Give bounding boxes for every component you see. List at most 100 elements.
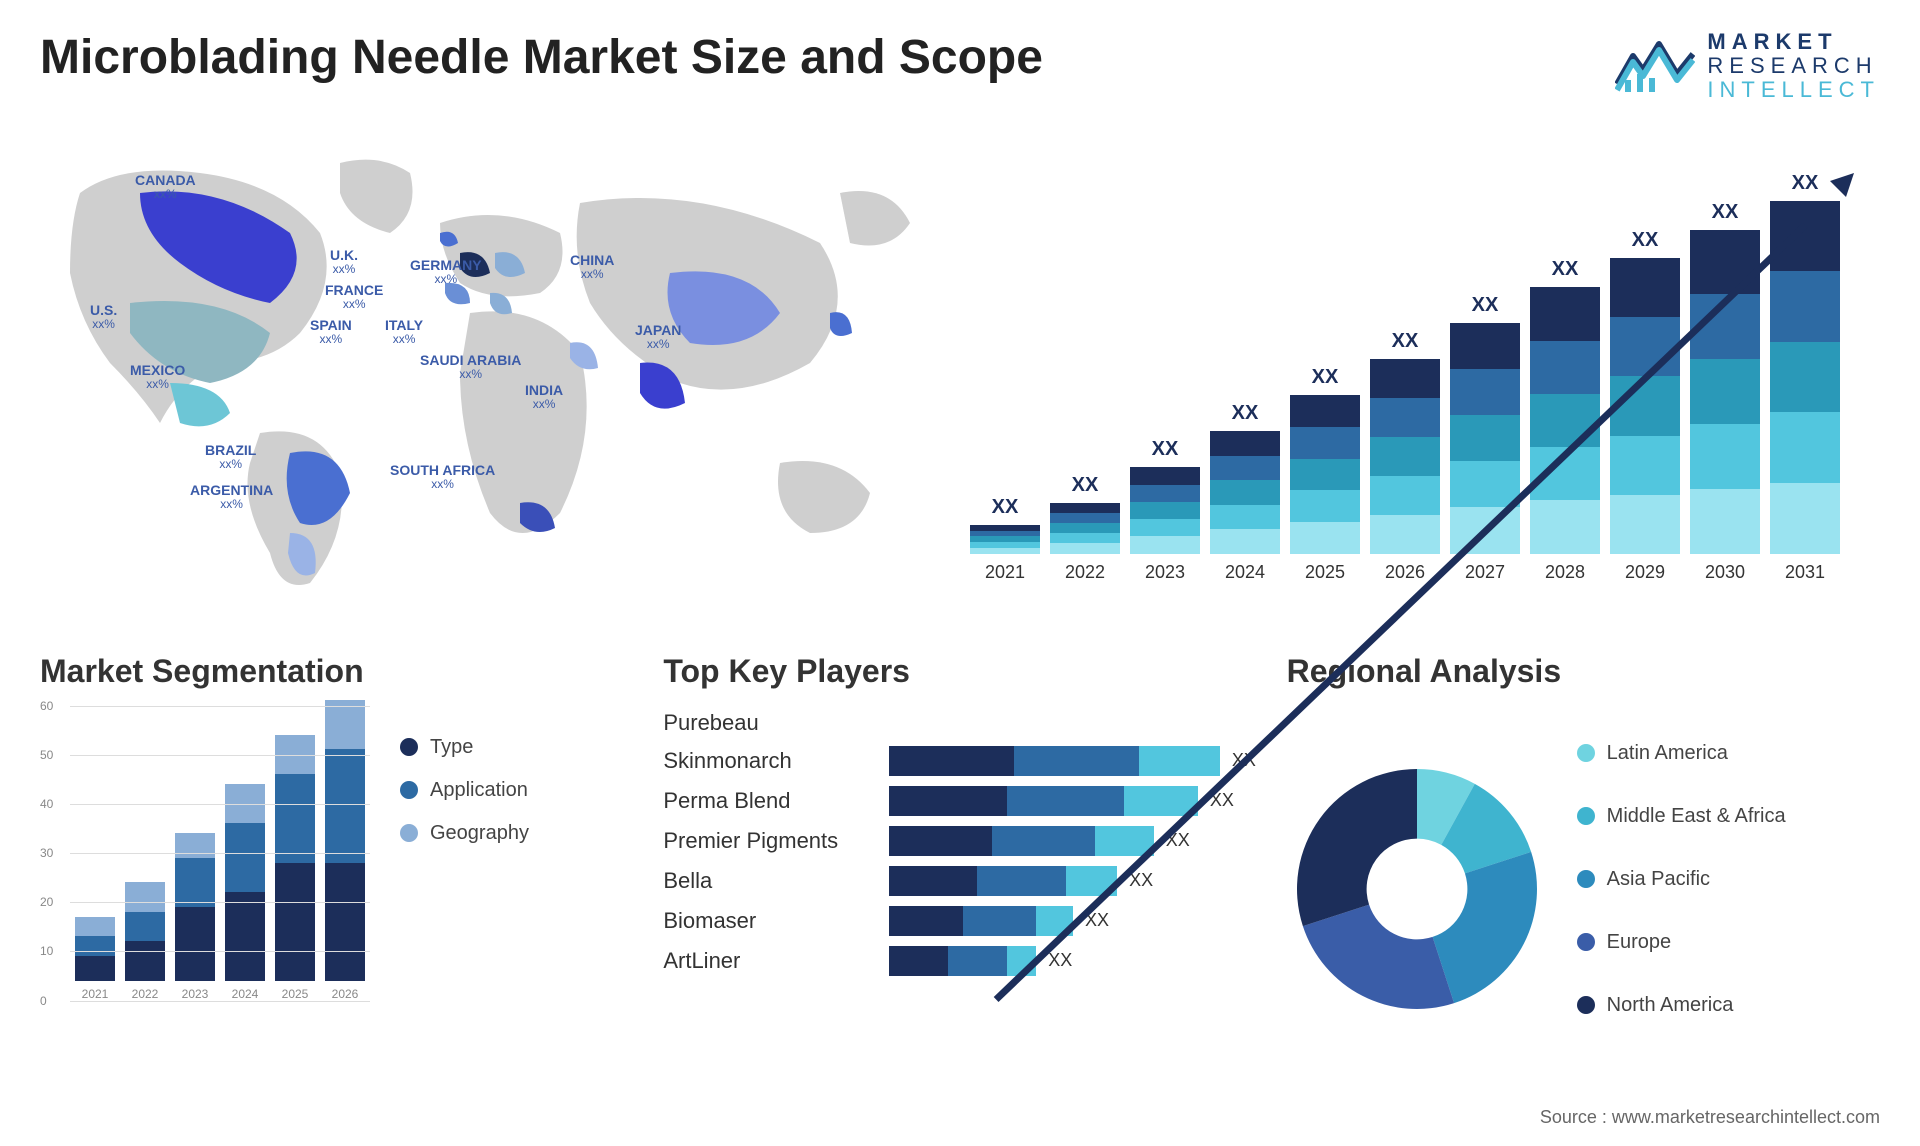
seg-ytick: 20 bbox=[40, 895, 53, 909]
seg-year-label: 2026 bbox=[332, 987, 359, 1001]
page-title: Microblading Needle Market Size and Scop… bbox=[40, 30, 1043, 85]
logo-line3: INTELLECT bbox=[1707, 78, 1880, 102]
map-label-u.k.: U.K.xx% bbox=[330, 248, 358, 277]
seg-year-label: 2021 bbox=[82, 987, 109, 1001]
donut-chart bbox=[1287, 759, 1547, 1019]
growth-chart: XX2021XX2022XX2023XX2024XX2025XX2026XX20… bbox=[970, 133, 1880, 633]
growth-col-2029: XX2029 bbox=[1610, 229, 1680, 582]
donut-slice-north-america bbox=[1297, 769, 1417, 926]
segmentation-title: Market Segmentation bbox=[40, 653, 633, 690]
growth-col-2023: XX 2023 bbox=[1130, 438, 1200, 582]
growth-col-2031: XX 2031 bbox=[1770, 172, 1840, 583]
segmentation-panel: Market Segmentation 2021 2022 2023 2024 2025… bbox=[40, 653, 633, 1073]
growth-value-label: XX bbox=[1712, 201, 1739, 224]
growth-year-label: 2031 bbox=[1785, 562, 1825, 583]
map-label-canada: CANADAxx% bbox=[135, 173, 196, 202]
map-label-u.s.: U.S.xx% bbox=[90, 303, 117, 332]
donut-slice-europe bbox=[1303, 905, 1454, 1009]
growth-year-label: 2025 bbox=[1305, 562, 1345, 583]
regional-legend-item: Europe bbox=[1577, 931, 1880, 954]
growth-col-2021: XX2021 bbox=[970, 496, 1040, 583]
regional-title: Regional Analysis bbox=[1287, 653, 1880, 690]
player-value: XX bbox=[1129, 870, 1153, 891]
player-name: ArtLiner bbox=[663, 948, 873, 974]
map-label-france: FRANCExx% bbox=[325, 283, 383, 312]
regional-legend: Latin AmericaMiddle East & AfricaAsia Pa… bbox=[1577, 742, 1880, 1037]
seg-col-2026: 2026 bbox=[325, 700, 365, 1000]
map-label-south-africa: SOUTH AFRICAxx% bbox=[390, 463, 495, 492]
player-value: XX bbox=[1166, 830, 1190, 851]
seg-col-2025: 2025 bbox=[275, 735, 315, 1001]
player-value: XX bbox=[1085, 910, 1109, 931]
growth-value-label: XX bbox=[992, 496, 1019, 519]
seg-year-label: 2022 bbox=[132, 987, 159, 1001]
growth-year-label: 2030 bbox=[1705, 562, 1745, 583]
seg-col-2022: 2022 bbox=[125, 882, 165, 1000]
growth-value-label: XX bbox=[1792, 172, 1819, 195]
player-row-premier-pigments: Premier Pigments XX bbox=[663, 826, 1256, 856]
donut-slice-asia-pacific bbox=[1432, 852, 1536, 1003]
seg-legend-item: Application bbox=[400, 779, 529, 802]
logo: MARKET RESEARCH INTELLECT bbox=[1615, 30, 1880, 103]
player-value: XX bbox=[1048, 950, 1072, 971]
regional-legend-item: North America bbox=[1577, 994, 1880, 1017]
growth-year-label: 2024 bbox=[1225, 562, 1265, 583]
player-row-skinmonarch: Skinmonarch XX bbox=[663, 746, 1256, 776]
player-value: XX bbox=[1210, 790, 1234, 811]
seg-legend-item: Geography bbox=[400, 822, 529, 845]
map-label-brazil: BRAZILxx% bbox=[205, 443, 256, 472]
world-map-panel: CANADAxx%U.S.xx%MEXICOxx%BRAZILxx%ARGENT… bbox=[40, 133, 940, 633]
growth-col-2022: XX 2022 bbox=[1050, 474, 1120, 582]
player-row-biomaser: Biomaser XX bbox=[663, 906, 1256, 936]
logo-line1: MARKET bbox=[1707, 30, 1880, 54]
map-label-saudi-arabia: SAUDI ARABIAxx% bbox=[420, 353, 521, 382]
growth-col-2026: XX2026 bbox=[1370, 330, 1440, 582]
arrowhead-icon bbox=[1830, 173, 1860, 203]
seg-ytick: 0 bbox=[40, 994, 47, 1008]
growth-value-label: XX bbox=[1232, 402, 1259, 425]
seg-col-2021: 2021 bbox=[75, 917, 115, 1001]
growth-value-label: XX bbox=[1312, 366, 1339, 389]
growth-value-label: XX bbox=[1472, 294, 1499, 317]
growth-value-label: XX bbox=[1632, 229, 1659, 252]
player-name: Perma Blend bbox=[663, 788, 873, 814]
growth-value-label: XX bbox=[1152, 438, 1179, 461]
logo-line2: RESEARCH bbox=[1707, 54, 1880, 78]
seg-ytick: 40 bbox=[40, 797, 53, 811]
player-row-perma-blend: Perma Blend XX bbox=[663, 786, 1256, 816]
seg-ytick: 30 bbox=[40, 846, 53, 860]
source-text: Source : www.marketresearchintellect.com bbox=[1540, 1107, 1880, 1128]
player-name: Premier Pigments bbox=[663, 828, 873, 854]
seg-legend-item: Type bbox=[400, 736, 529, 759]
growth-col-2025: XX 2025 bbox=[1290, 366, 1360, 582]
map-label-italy: ITALYxx% bbox=[385, 318, 423, 347]
growth-col-2024: XX 2024 bbox=[1210, 402, 1280, 582]
seg-year-label: 2024 bbox=[232, 987, 259, 1001]
seg-col-2024: 2024 bbox=[225, 784, 265, 1001]
seg-year-label: 2023 bbox=[182, 987, 209, 1001]
player-name: Biomaser bbox=[663, 908, 873, 934]
regional-legend-item: Asia Pacific bbox=[1577, 868, 1880, 891]
segmentation-legend: Type Application Geography bbox=[370, 706, 529, 1073]
player-row-artliner: ArtLiner XX bbox=[663, 946, 1256, 976]
growth-col-2028: XX2028 bbox=[1530, 258, 1600, 582]
player-name: Bella bbox=[663, 868, 873, 894]
mountain-chart-icon bbox=[1615, 36, 1695, 96]
map-label-germany: GERMANYxx% bbox=[410, 258, 482, 287]
seg-ytick: 10 bbox=[40, 944, 53, 958]
growth-value-label: XX bbox=[1072, 474, 1099, 497]
seg-ytick: 50 bbox=[40, 748, 53, 762]
map-label-spain: SPAINxx% bbox=[310, 318, 352, 347]
growth-year-label: 2022 bbox=[1065, 562, 1105, 583]
growth-year-label: 2027 bbox=[1465, 562, 1505, 583]
player-value: XX bbox=[1232, 750, 1256, 771]
players-title: Top Key Players bbox=[663, 653, 1256, 690]
player-name: Purebeau bbox=[663, 710, 873, 736]
regional-panel: Regional Analysis Latin AmericaMiddle Ea… bbox=[1287, 653, 1880, 1073]
regional-legend-item: Latin America bbox=[1577, 742, 1880, 765]
player-row-bella: Bella XX bbox=[663, 866, 1256, 896]
growth-value-label: XX bbox=[1392, 330, 1419, 353]
player-name: Skinmonarch bbox=[663, 748, 873, 774]
seg-col-2023: 2023 bbox=[175, 833, 215, 1000]
growth-year-label: 2023 bbox=[1145, 562, 1185, 583]
